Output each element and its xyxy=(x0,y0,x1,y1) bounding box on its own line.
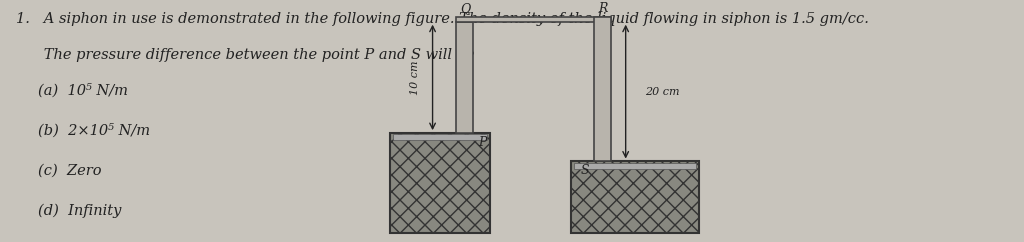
Text: 10 cm: 10 cm xyxy=(411,60,421,95)
Text: (a)  10⁵ N/m: (a) 10⁵ N/m xyxy=(38,83,128,98)
Bar xyxy=(393,134,487,140)
Bar xyxy=(457,22,473,133)
Text: P: P xyxy=(478,136,487,149)
Text: (d)  Infinity: (d) Infinity xyxy=(38,204,122,219)
Bar xyxy=(594,17,611,161)
Text: 1.   A siphon in use is demonstrated in the following figure. The density of the: 1. A siphon in use is demonstrated in th… xyxy=(16,12,869,26)
Text: S: S xyxy=(581,165,589,177)
Text: Q: Q xyxy=(460,2,470,15)
Bar xyxy=(390,133,489,233)
Text: (c)  Zero: (c) Zero xyxy=(38,164,101,178)
Text: 20 cm: 20 cm xyxy=(645,87,679,97)
Bar xyxy=(570,161,699,233)
Bar xyxy=(573,163,696,169)
Text: (b)  2×10⁵ N/m: (b) 2×10⁵ N/m xyxy=(38,124,151,138)
Bar xyxy=(457,17,611,22)
Text: R: R xyxy=(598,2,607,15)
Text: The pressure difference between the point P and S will be: The pressure difference between the poin… xyxy=(16,48,475,62)
